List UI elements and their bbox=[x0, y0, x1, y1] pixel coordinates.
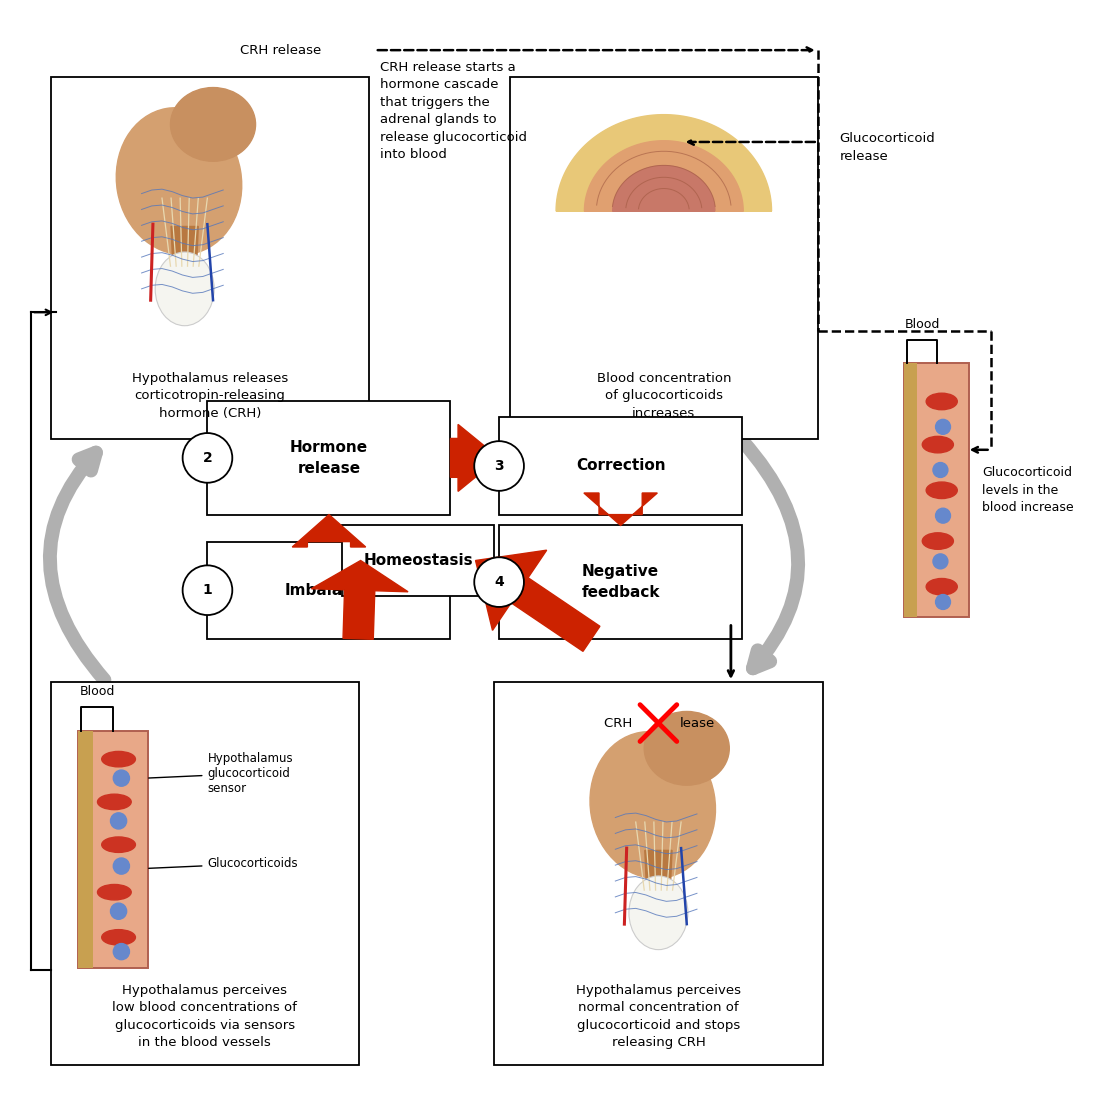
Text: Glucocorticoid
release: Glucocorticoid release bbox=[839, 132, 935, 163]
FancyBboxPatch shape bbox=[509, 78, 818, 439]
FancyBboxPatch shape bbox=[494, 682, 823, 1066]
Text: 2: 2 bbox=[202, 451, 212, 465]
Circle shape bbox=[936, 509, 951, 523]
Circle shape bbox=[113, 770, 130, 787]
Polygon shape bbox=[476, 550, 600, 651]
Circle shape bbox=[933, 463, 948, 477]
FancyBboxPatch shape bbox=[343, 525, 494, 595]
Text: CRH release starts a
hormone cascade
that triggers the
adrenal glands to
release: CRH release starts a hormone cascade tha… bbox=[380, 61, 527, 162]
FancyBboxPatch shape bbox=[78, 731, 94, 968]
Text: Correction: Correction bbox=[575, 458, 666, 474]
FancyArrowPatch shape bbox=[743, 441, 799, 668]
Text: Negative
feedback: Negative feedback bbox=[581, 565, 660, 600]
Ellipse shape bbox=[102, 930, 135, 945]
Text: Blood: Blood bbox=[79, 685, 115, 698]
Text: 1: 1 bbox=[202, 583, 212, 597]
Circle shape bbox=[475, 557, 524, 607]
Text: Hypothalamus releases
corticotropin-releasing
hormone (CRH): Hypothalamus releases corticotropin-rele… bbox=[132, 372, 288, 419]
FancyBboxPatch shape bbox=[208, 542, 450, 639]
Ellipse shape bbox=[590, 732, 716, 878]
Ellipse shape bbox=[923, 437, 954, 453]
Text: Imbalance: Imbalance bbox=[285, 583, 373, 597]
Polygon shape bbox=[556, 115, 772, 211]
Polygon shape bbox=[312, 560, 408, 639]
Polygon shape bbox=[450, 424, 499, 491]
Text: CRH: CRH bbox=[604, 717, 637, 730]
Text: Hormone
release: Hormone release bbox=[290, 440, 367, 476]
Ellipse shape bbox=[926, 482, 957, 499]
Ellipse shape bbox=[923, 533, 954, 549]
Polygon shape bbox=[171, 226, 199, 278]
Text: CRH release: CRH release bbox=[240, 44, 321, 57]
Circle shape bbox=[111, 813, 126, 829]
Text: Glucocorticoids: Glucocorticoids bbox=[149, 858, 298, 870]
FancyBboxPatch shape bbox=[51, 78, 370, 439]
Polygon shape bbox=[584, 493, 657, 525]
Ellipse shape bbox=[926, 579, 957, 595]
FancyBboxPatch shape bbox=[904, 363, 968, 617]
Ellipse shape bbox=[102, 752, 135, 767]
Text: Homeostasis: Homeostasis bbox=[363, 552, 472, 568]
FancyBboxPatch shape bbox=[499, 525, 742, 639]
Circle shape bbox=[936, 594, 951, 609]
Circle shape bbox=[111, 904, 126, 919]
Ellipse shape bbox=[97, 794, 131, 810]
Text: 3: 3 bbox=[495, 459, 504, 473]
Circle shape bbox=[182, 566, 232, 615]
Circle shape bbox=[475, 441, 524, 491]
Ellipse shape bbox=[629, 876, 688, 950]
Text: Glucocorticoid
levels in the
blood increase: Glucocorticoid levels in the blood incre… bbox=[982, 466, 1073, 514]
FancyBboxPatch shape bbox=[904, 363, 917, 617]
Circle shape bbox=[933, 554, 948, 569]
Ellipse shape bbox=[97, 884, 131, 900]
FancyBboxPatch shape bbox=[499, 418, 742, 514]
Text: Hypothalamus perceives
low blood concentrations of
glucocorticoids via sensors
i: Hypothalamus perceives low blood concent… bbox=[113, 984, 297, 1049]
Text: lease: lease bbox=[680, 717, 715, 730]
Ellipse shape bbox=[645, 711, 729, 785]
Circle shape bbox=[936, 419, 951, 434]
Text: 4: 4 bbox=[494, 575, 504, 589]
FancyArrowPatch shape bbox=[50, 453, 104, 680]
Ellipse shape bbox=[171, 88, 256, 161]
Text: Blood concentration
of glucocorticoids
increases: Blood concentration of glucocorticoids i… bbox=[596, 372, 731, 419]
Polygon shape bbox=[613, 165, 715, 211]
Polygon shape bbox=[645, 850, 672, 901]
Text: Blood: Blood bbox=[905, 318, 939, 331]
Ellipse shape bbox=[155, 252, 214, 326]
Circle shape bbox=[113, 943, 130, 959]
Polygon shape bbox=[584, 141, 743, 211]
Circle shape bbox=[182, 433, 232, 482]
Ellipse shape bbox=[102, 837, 135, 852]
Text: Hypothalamus perceives
normal concentration of
glucocorticoid and stops
releasin: Hypothalamus perceives normal concentrat… bbox=[576, 984, 741, 1049]
FancyBboxPatch shape bbox=[51, 682, 359, 1066]
FancyBboxPatch shape bbox=[208, 401, 450, 514]
Polygon shape bbox=[293, 514, 365, 547]
FancyBboxPatch shape bbox=[78, 731, 149, 968]
Ellipse shape bbox=[926, 393, 957, 410]
Circle shape bbox=[113, 858, 130, 874]
Ellipse shape bbox=[116, 107, 241, 255]
Text: Hypothalamus
glucocorticoid
sensor: Hypothalamus glucocorticoid sensor bbox=[149, 752, 293, 795]
